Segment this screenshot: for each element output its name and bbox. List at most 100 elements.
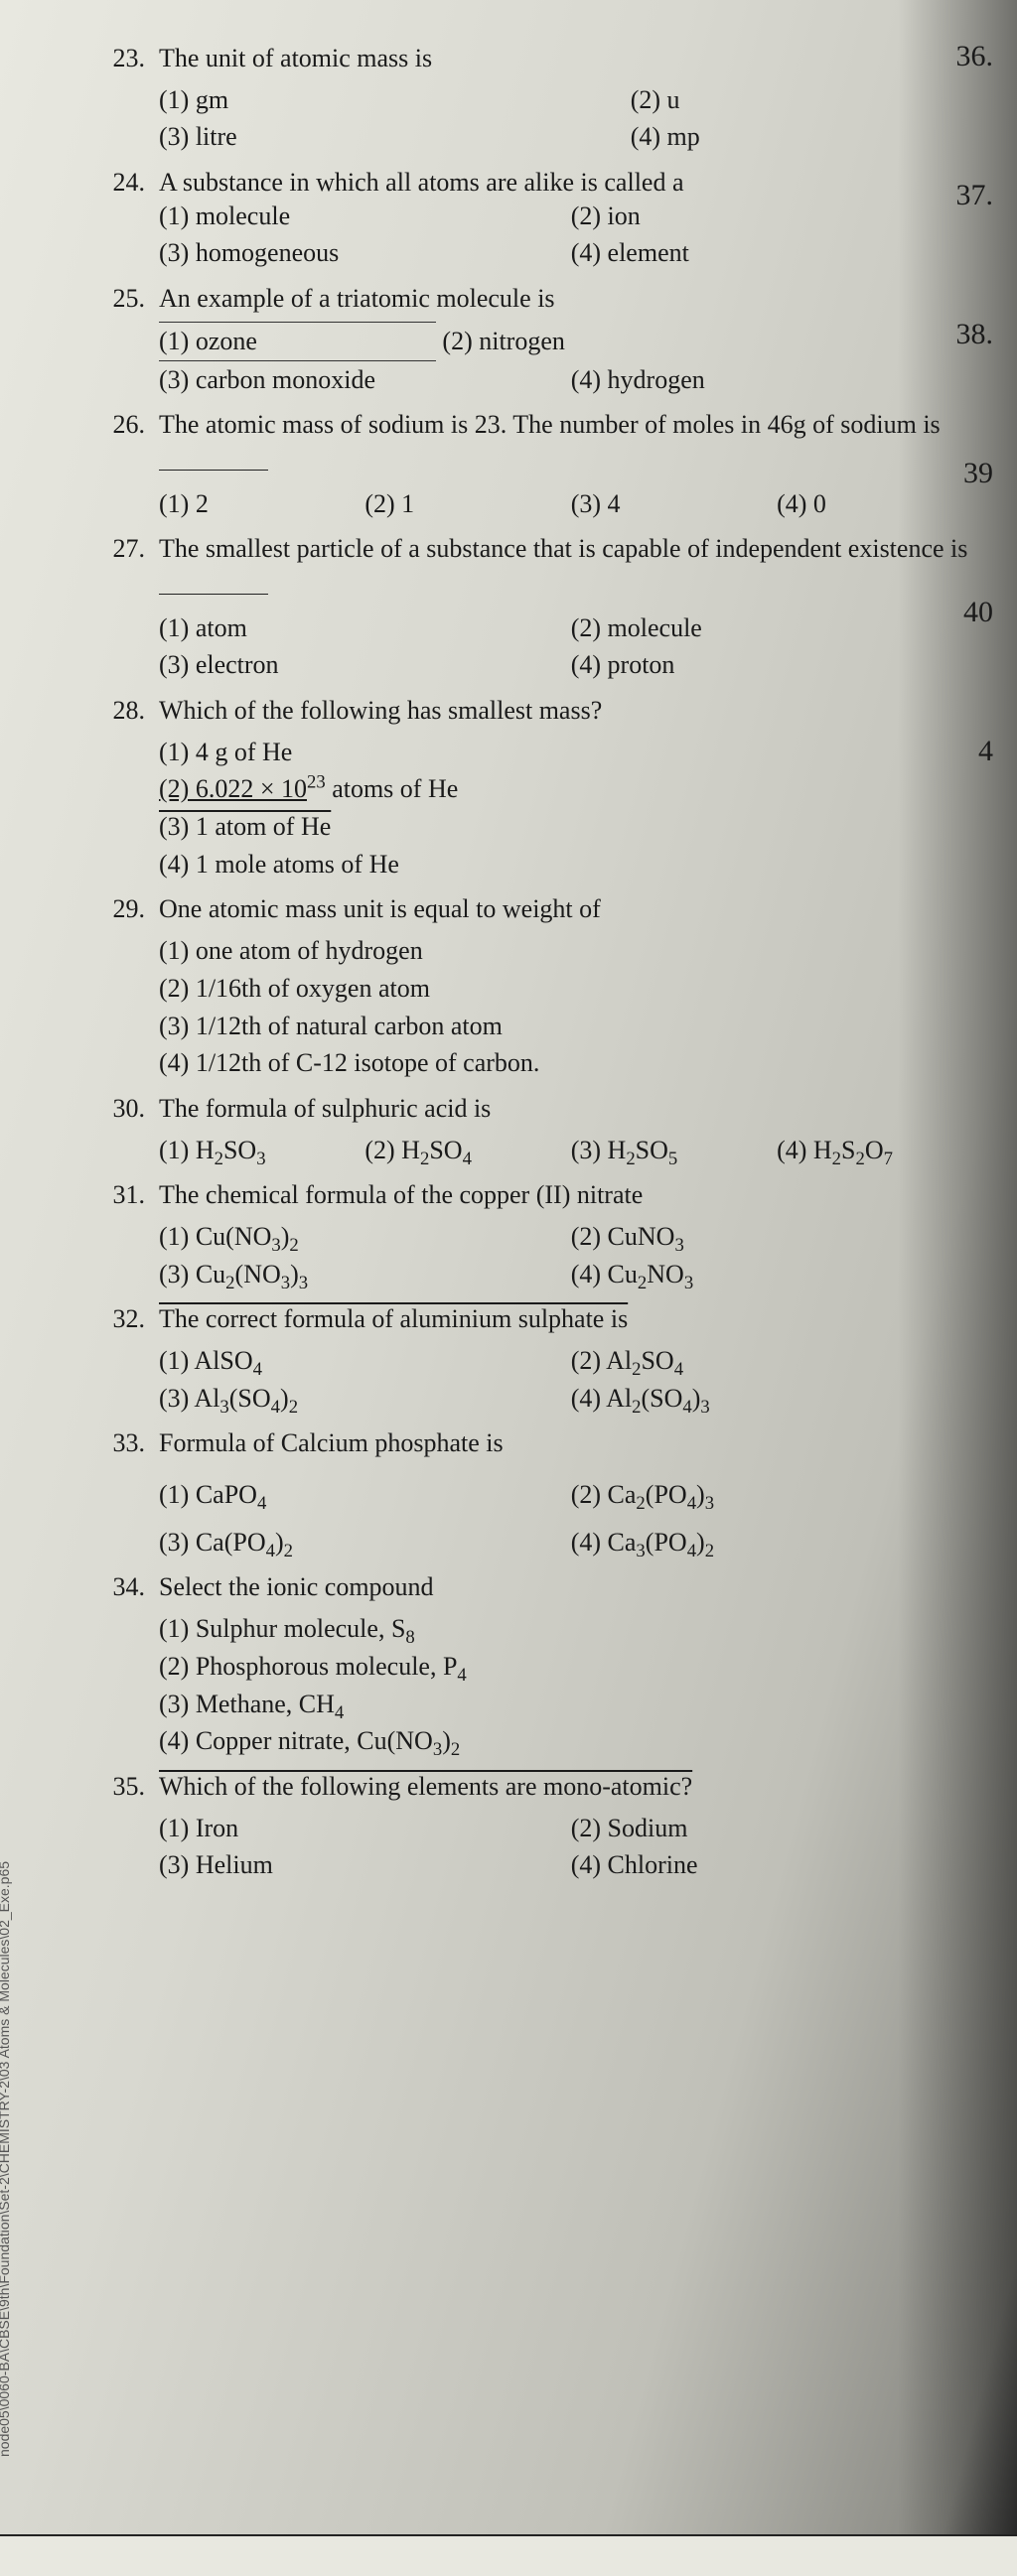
question-text-part: The smallest particle of a substance tha… [159,534,967,563]
question-number: 33. [89,1424,145,1462]
option: (2) molecule [571,610,983,647]
question-number: 29. [89,890,145,928]
question-26: 26. The atomic mass of sodium is 23. The… [89,406,1017,522]
option: (4) Chlorine [571,1846,983,1884]
option: (1) 2 [159,485,364,523]
option: (2) CuNO3 [571,1218,983,1256]
question-number: 35. [89,1768,145,1806]
option: (3) Helium [159,1846,571,1884]
option: (2) 1 [364,485,570,523]
option: (1) one atom of hydrogen [159,932,982,970]
question-number: 30. [89,1090,145,1128]
option-part: atoms of He [326,774,459,803]
question-text: The formula of sulphuric acid is [159,1090,1017,1128]
option: (4) mp [571,118,983,156]
option: (4) Ca3(PO4)2 [571,1524,983,1561]
question-number: 32. [89,1300,145,1338]
option: (4) Al2(SO4)3 [571,1380,983,1418]
option: (3) Al3(SO4)2 [159,1380,571,1418]
option: (1) ozone [159,323,416,360]
question-text: A substance in which all atoms are alike… [159,164,1017,202]
option: (1) AlSO4 [159,1342,571,1380]
option: (4) 0 [777,485,982,523]
question-text: Which of the following has smallest mass… [159,692,1017,730]
option: (3) H2SO5 [571,1132,777,1169]
question-text: The unit of atomic mass is [159,40,1017,77]
option: (1) Sulphur molecule, S8 [159,1610,982,1648]
question-30: 30. The formula of sulphuric acid is (1)… [89,1090,1017,1168]
option: (4) H2S2O7 [777,1132,982,1169]
option: (4) Copper nitrate, Cu(NO3)2 [159,1722,982,1760]
option: (2) 6.022 × 1023 atoms of He [159,770,982,808]
blank-line [159,470,268,471]
question-number: 31. [89,1176,145,1214]
question-29: 29. One atomic mass unit is equal to wei… [89,890,1017,1081]
option: (1) atom [159,610,571,647]
option: (4) proton [571,646,983,684]
question-text: The smallest particle of a substance tha… [159,530,1017,605]
option: (4) element [571,234,983,272]
question-text-part: The atomic mass of sodium is 23. The num… [159,410,941,439]
option: (4) Cu2NO3 [571,1256,983,1293]
question-32: 32. The correct formula of aluminium sul… [89,1300,1017,1417]
question-28: 28. Which of the following has smallest … [89,692,1017,882]
option: (3) homogeneous [159,234,571,272]
question-34: 34. Select the ionic compound (1) Sulphu… [89,1568,1017,1759]
option: (2) Al2SO4 [571,1342,983,1380]
option: (4) 1/12th of C-12 isotope of carbon. [159,1044,982,1082]
question-text: Which of the following elements are mono… [159,1768,1017,1806]
option: (2) nitrogen [442,323,854,360]
option: (3) Ca(PO4)2 [159,1524,571,1561]
option: (3) 1 atom of He [159,808,982,846]
question-text: The atomic mass of sodium is 23. The num… [159,406,1017,480]
question-text: One atomic mass unit is equal to weight … [159,890,1017,928]
blank-line [159,594,268,595]
option: (1) Iron [159,1810,571,1847]
question-24: 24. A substance in which all atoms are a… [89,164,1017,272]
option: (1) CaPO4 [159,1476,571,1514]
option: (4) 1 mole atoms of He [159,846,982,883]
superscript: 23 [307,772,326,793]
option: (1) H2SO3 [159,1132,364,1169]
option: (2) Ca2(PO4)3 [571,1476,983,1514]
question-number: 34. [89,1568,145,1606]
option: (3) 4 [571,485,777,523]
question-number: 26. [89,406,145,444]
option: (1) Cu(NO3)2 [159,1218,571,1256]
option: (2) Sodium [571,1810,983,1847]
question-number: 23. [89,40,145,77]
question-number: 27. [89,530,145,568]
option: (1) molecule [159,198,571,235]
option: (3) 1/12th of natural carbon atom [159,1008,982,1045]
option: (3) Cu2(NO3)3 [159,1256,571,1293]
question-text: An example of a triatomic molecule is [159,280,1017,318]
option: (2) 1/16th of oxygen atom [159,970,982,1008]
question-text: Formula of Calcium phosphate is [159,1424,1017,1462]
question-27: 27. The smallest particle of a substance… [89,530,1017,684]
option: (3) carbon monoxide [159,361,571,399]
question-number: 24. [89,164,145,202]
question-25: 25. An example of a triatomic molecule i… [89,280,1017,398]
option: (1) 4 g of He [159,734,982,771]
question-31: 31. The chemical formula of the copper (… [89,1176,1017,1292]
question-23: 23. The unit of atomic mass is (1) gm (2… [89,40,1017,156]
option: (1) gm [159,81,571,119]
question-text: The chemical formula of the copper (II) … [159,1176,1017,1214]
option-part: (2) 6.022 × 10 [159,774,307,803]
option: (3) Methane, CH4 [159,1686,982,1723]
option: (2) H2SO4 [364,1132,570,1169]
option: (4) hydrogen [571,361,983,399]
question-number: 28. [89,692,145,730]
side-path-text: node05\0060-BA\CBSE\9th\Foundation\Set-2… [0,1861,12,2457]
question-text: The correct formula of aluminium sulphat… [159,1300,1017,1338]
option: (2) Phosphorous molecule, P4 [159,1648,982,1686]
question-number: 25. [89,280,145,318]
document-page: 36. 37. 38. 39 40 4 node05\0060-BA\CBSE\… [0,0,1017,2576]
question-33: 33. Formula of Calcium phosphate is (1) … [89,1424,1017,1560]
question-35: 35. Which of the following elements are … [89,1768,1017,1884]
option: (2) u [571,81,983,119]
option: (3) litre [159,118,571,156]
question-text: Select the ionic compound [159,1568,1017,1606]
option: (3) electron [159,646,571,684]
option: (2) ion [571,198,983,235]
